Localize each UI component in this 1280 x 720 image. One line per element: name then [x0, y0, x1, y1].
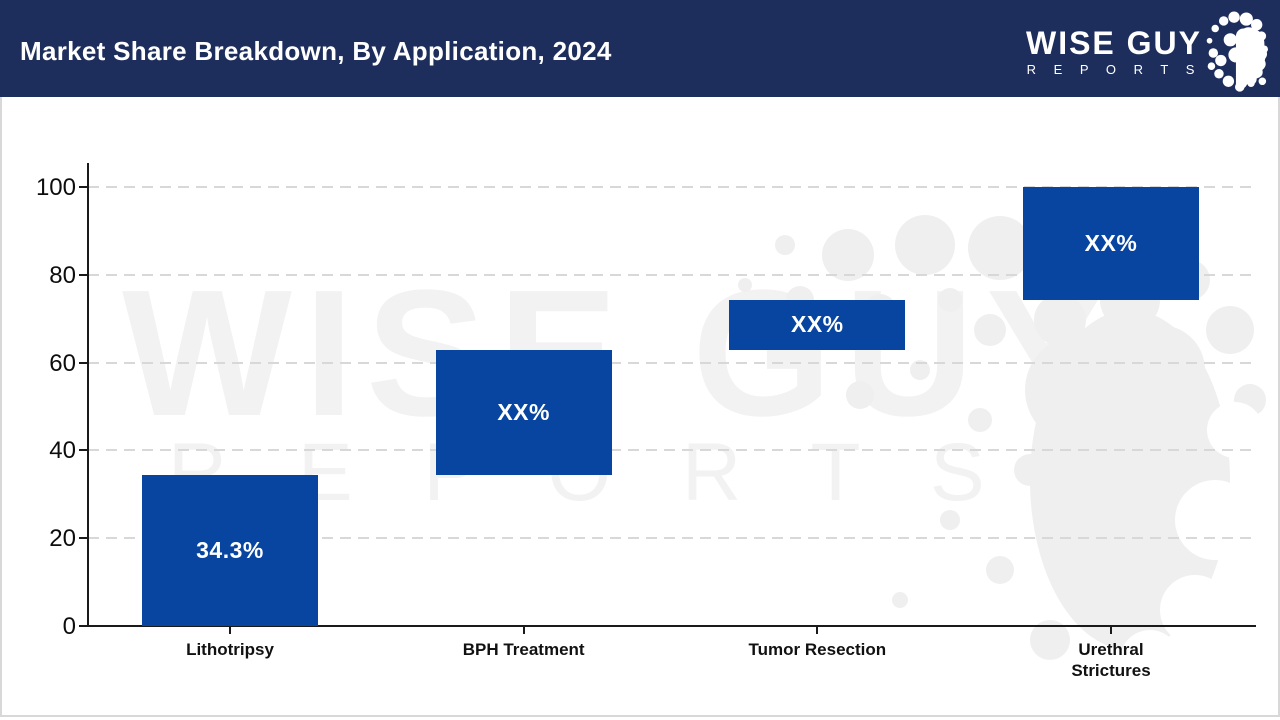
y-axis — [87, 163, 89, 627]
brand-logo: WISE GUY R E P O R T S — [1020, 4, 1270, 94]
logo-head-icon — [1206, 11, 1268, 92]
logo-text: WISE GUY R E P O R T S — [1026, 26, 1202, 77]
bar-value-label: 34.3% — [196, 537, 264, 564]
x-category-label: Tumor Resection — [748, 640, 887, 659]
logo-sub-text: R E P O R T S — [1026, 62, 1202, 77]
y-tick-label: 60 — [49, 349, 76, 377]
y-tick-mark — [79, 625, 88, 627]
x-category-label: Lithotripsy — [186, 640, 274, 659]
y-tick-label: 40 — [49, 437, 76, 465]
page-border-left — [0, 97, 2, 717]
gridline — [88, 537, 1256, 540]
y-tick-mark — [79, 361, 88, 364]
x-tick-mark — [522, 626, 525, 634]
y-tick-mark — [79, 537, 88, 540]
y-tick-label: 20 — [49, 525, 76, 553]
y-tick-mark — [79, 449, 88, 452]
x-tick-mark — [1110, 626, 1112, 634]
bar-value-label: XX% — [1084, 229, 1138, 256]
bar-urethral-strictures: XX% — [1023, 187, 1199, 300]
gridline — [88, 361, 1256, 364]
logo-brand-text: WISE GUY — [1025, 25, 1202, 61]
x-category-label: Urethral Strictures — [1071, 640, 1151, 680]
x-category-label: BPH Treatment — [462, 640, 585, 659]
y-tick-mark — [79, 273, 88, 276]
y-tick-mark — [79, 186, 88, 188]
gridline — [88, 449, 1256, 452]
x-axis — [87, 625, 1256, 627]
bar-tumor-resection: XX% — [729, 299, 906, 350]
bar-value-label: XX% — [791, 311, 844, 338]
gridline — [88, 273, 1256, 276]
bar-value-label: XX% — [497, 399, 550, 426]
x-tick-mark — [816, 626, 819, 634]
page-border-right — [1278, 97, 1280, 717]
page-border-bottom — [0, 715, 1280, 717]
x-tick-mark — [229, 626, 231, 634]
y-tick-label: 80 — [49, 261, 76, 289]
y-tick-label: 0 — [62, 613, 76, 640]
page-title: Market Share Breakdown, By Application, … — [20, 36, 612, 66]
y-tick-label: 100 — [35, 174, 76, 201]
header-bar: Market Share Breakdown, By Application, … — [0, 0, 1280, 97]
bar-lithotripsy: 34.3% — [142, 475, 318, 626]
gridline — [88, 186, 1256, 188]
bar-bph-treatment: XX% — [435, 349, 612, 476]
